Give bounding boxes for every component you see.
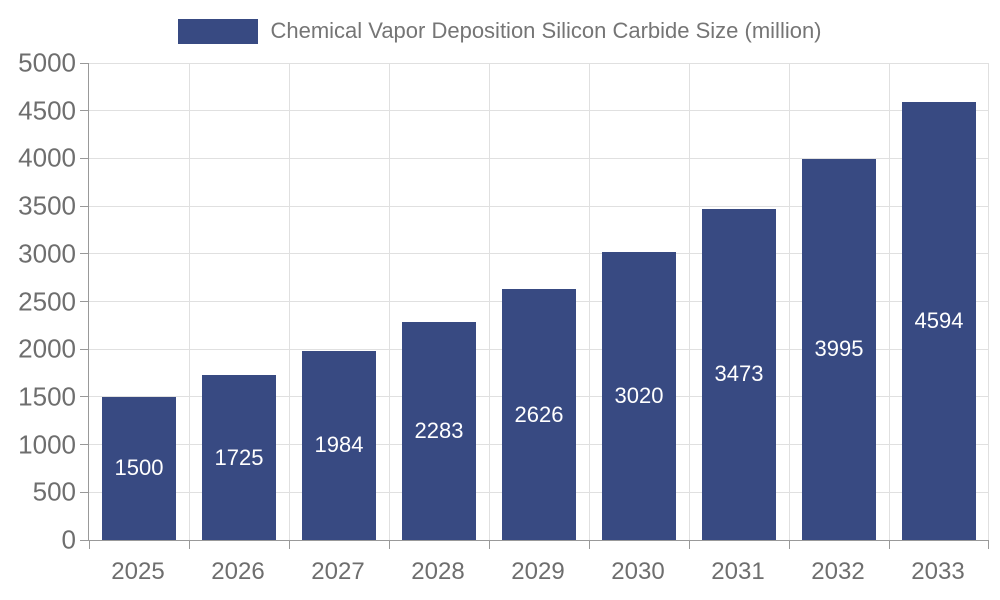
- v-gridline: [388, 63, 390, 540]
- x-axis-tick-label: 2031: [711, 558, 765, 585]
- h-gridline: [89, 253, 989, 255]
- bar-2027[interactable]: 1984: [302, 350, 376, 540]
- bar-value-label: 3473: [714, 361, 764, 387]
- x-axis-tick-label: 2029: [511, 558, 565, 585]
- h-gridline: [89, 62, 989, 64]
- v-gridline: [588, 63, 590, 540]
- x-tick-mark: [388, 540, 390, 549]
- y-axis-labels: 0 500 1000 1500 2000 2500 3000 3500 4000 4500 5000: [0, 48, 76, 555]
- x-tick-mark: [288, 540, 290, 549]
- y-tick-mark: [80, 444, 88, 446]
- y-tick-mark: [80, 539, 88, 541]
- x-axis-tick-label: 2032: [811, 558, 865, 585]
- x-tick-mark: [788, 540, 790, 549]
- v-gridline: [288, 63, 290, 540]
- bar-value-label: 4594: [914, 307, 964, 333]
- y-tick-mark: [80, 205, 88, 207]
- y-axis-tick-label: 2000: [18, 333, 76, 364]
- y-axis-tick-label: 4500: [18, 95, 76, 126]
- y-axis-tick-label: 5000: [18, 47, 76, 78]
- x-tick-mark: [588, 540, 590, 549]
- y-axis-tick-label: 2500: [18, 286, 76, 316]
- y-axis-tick-label: 3000: [18, 238, 76, 269]
- y-axis-tick-label: 500: [32, 476, 76, 507]
- y-tick-mark: [80, 301, 88, 302]
- h-gridline: [89, 205, 989, 207]
- bar-value-label: 1984: [314, 432, 364, 458]
- y-tick-mark: [80, 62, 88, 64]
- y-axis-tick-label: 0: [61, 524, 76, 555]
- bar-value-label: 3995: [814, 336, 864, 362]
- plot-area: 1500 1725 1984 2283 2626 3020 3473 3995 4594: [80, 62, 989, 549]
- x-axis-tick-label: 2030: [611, 558, 665, 585]
- legend-item[interactable]: Chemical Vapor Deposition Silicon Carbid…: [0, 18, 1000, 44]
- v-gridline: [788, 63, 790, 540]
- v-gridline: [188, 63, 190, 540]
- bar-2025[interactable]: 1500: [102, 396, 176, 540]
- v-gridline: [488, 63, 490, 540]
- bar-2031[interactable]: 3473: [702, 208, 776, 540]
- x-tick-mark: [987, 540, 989, 549]
- x-tick-mark: [688, 540, 690, 549]
- x-tick-mark: [188, 540, 190, 549]
- bar-2033[interactable]: 4594: [902, 101, 976, 540]
- x-tick-mark: [888, 540, 890, 549]
- bar-value-label: 2626: [514, 401, 564, 427]
- y-tick-mark: [80, 110, 88, 112]
- y-tick-mark: [80, 253, 88, 255]
- x-tick-mark: [88, 540, 90, 549]
- y-tick-mark: [80, 348, 88, 350]
- y-tick-mark: [80, 491, 88, 493]
- y-axis-tick-label: 1000: [18, 429, 76, 460]
- y-axis-tick-label: 1500: [18, 381, 76, 412]
- legend-swatch: [178, 18, 259, 44]
- bar-2026[interactable]: 1725: [202, 375, 276, 540]
- bar-value-label: 2283: [414, 418, 464, 444]
- v-gridline: [888, 63, 890, 540]
- y-tick-mark: [80, 396, 88, 398]
- bar-value-label: 3020: [614, 382, 664, 408]
- x-axis-labels: 2025 2026 2027 2028 2029 2030 2031 2032 2033: [88, 558, 988, 590]
- y-axis-tick-label: 4000: [18, 142, 76, 173]
- x-axis-tick-label: 2025: [111, 558, 165, 585]
- bar-value-label: 1725: [214, 444, 264, 470]
- h-gridline: [89, 110, 989, 112]
- v-gridline: [688, 63, 690, 540]
- bar-2029[interactable]: 2626: [502, 289, 576, 540]
- v-gridline: [987, 63, 989, 540]
- h-gridline: [89, 157, 989, 159]
- y-axis-tick-label: 3500: [18, 190, 76, 221]
- x-tick-mark: [488, 540, 490, 549]
- legend-label: Chemical Vapor Deposition Silicon Carbid…: [270, 18, 822, 43]
- y-tick-mark: [80, 157, 88, 159]
- bar-2032[interactable]: 3995: [802, 158, 876, 540]
- x-axis-tick-label: 2027: [311, 558, 365, 585]
- x-axis-tick-label: 2028: [411, 558, 465, 585]
- x-axis-tick-label: 2026: [211, 558, 265, 585]
- bar-2030[interactable]: 3020: [602, 251, 676, 540]
- bar-value-label: 1500: [114, 455, 164, 481]
- bar-2028[interactable]: 2283: [402, 322, 476, 540]
- x-axis-tick-label: 2033: [911, 558, 965, 585]
